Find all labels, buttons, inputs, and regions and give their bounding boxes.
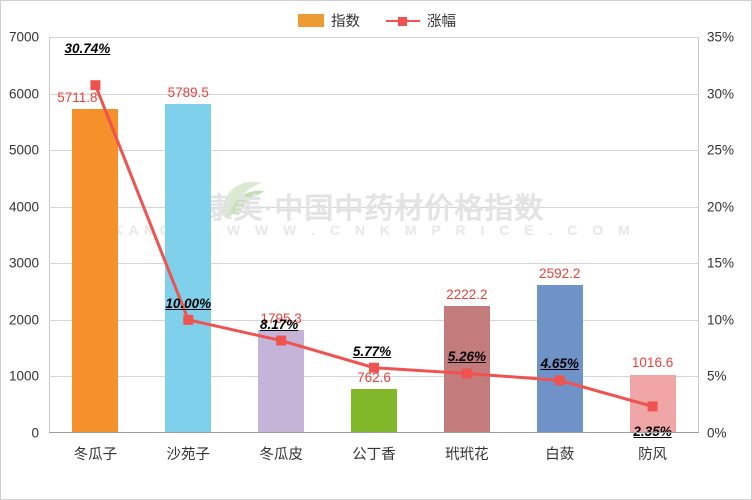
bar-value-label: 2222.2 xyxy=(446,287,488,303)
bar[interactable] xyxy=(258,330,305,432)
chart-legend: 指数 涨幅 xyxy=(1,9,752,31)
growth-percent-label: 2.35% xyxy=(633,424,672,440)
gridline xyxy=(49,376,699,378)
bar[interactable] xyxy=(165,104,212,432)
line-marker[interactable] xyxy=(90,80,101,91)
legend-item-bar[interactable]: 指数 xyxy=(298,10,360,31)
x-axis-label: 白蔹 xyxy=(545,447,575,463)
legend-label-line: 涨幅 xyxy=(427,13,456,30)
legend-item-line[interactable]: 涨幅 xyxy=(386,10,456,31)
line-marker[interactable] xyxy=(183,314,194,325)
growth-percent-label: 5.77% xyxy=(352,343,392,359)
right-axis-tick-label: 35% xyxy=(707,29,735,45)
gridline xyxy=(49,263,699,265)
legend-line-swatch-icon xyxy=(386,14,420,27)
x-axis-label: 玳玳花 xyxy=(445,447,489,463)
line-marker[interactable] xyxy=(554,375,565,386)
gridline xyxy=(49,93,699,95)
growth-percent-label: 30.74% xyxy=(64,41,111,57)
left-axis-tick-label: 7000 xyxy=(8,29,39,45)
bars-layer xyxy=(49,37,699,433)
line-marker[interactable] xyxy=(369,362,379,373)
left-axis-ticks: 0 1000 2000 3000 4000 5000 6000 7000 xyxy=(1,30,45,441)
bar-value-label: 1016.6 xyxy=(631,355,674,371)
left-axis-tick-label: 0 xyxy=(31,425,39,441)
right-axis-ticks: 0% 5% 10% 15% 20% 25% 30% 35% xyxy=(701,30,751,441)
x-axis-label: 冬瓜子 xyxy=(73,447,118,463)
left-axis-tick-label: 3000 xyxy=(8,255,39,271)
line-marker[interactable] xyxy=(647,401,658,412)
x-axis-line xyxy=(49,432,699,433)
x-axis-labels: 冬瓜子 沙苑子 冬瓜皮 公丁香 玳玳花 白蔹 防风 xyxy=(49,441,699,465)
right-axis-tick-label: 30% xyxy=(707,86,735,102)
left-axis-tick-label: 2000 xyxy=(8,312,39,328)
right-axis-tick-label: 25% xyxy=(707,142,735,158)
bar-value-label: 1795.3 xyxy=(260,311,302,327)
bar-value-label: 2592.2 xyxy=(539,266,581,282)
growth-percent-label: 4.65% xyxy=(540,356,579,372)
right-axis-tick-label: 20% xyxy=(707,199,735,215)
growth-percent-label: 10.00% xyxy=(165,295,212,311)
growth-percent-label: 8.17% xyxy=(260,316,299,332)
legend-bar-swatch-icon xyxy=(298,13,324,27)
growth-percent-label: 5.26% xyxy=(447,349,486,365)
left-axis-tick-label: 5000 xyxy=(8,142,39,158)
data-labels-layer: 5711.8 5789.5 1795.3 762.6 2222.2 2592.2 1016.… xyxy=(49,37,699,439)
legend-label-bar: 指数 xyxy=(331,13,360,30)
line-marker[interactable] xyxy=(276,335,287,346)
bar-value-label: 5789.5 xyxy=(167,85,209,101)
left-axis-tick-label: 6000 xyxy=(8,86,39,102)
bar[interactable] xyxy=(72,108,119,432)
right-axis-tick-label: 10% xyxy=(707,312,735,328)
x-axis-label: 沙苑子 xyxy=(166,447,211,463)
bar-value-label: 762.6 xyxy=(357,369,391,385)
right-axis-tick-label: 0% xyxy=(707,425,727,441)
bar[interactable] xyxy=(536,285,583,432)
x-axis-label: 公丁香 xyxy=(352,447,396,463)
left-axis-tick-label: 4000 xyxy=(8,199,39,215)
plot-area: 康美·中国中药材价格指数 KANGMEI W W W . C N K M P R… xyxy=(49,37,699,439)
bar[interactable] xyxy=(351,388,397,432)
gridline xyxy=(49,37,699,38)
gridline xyxy=(49,319,699,321)
gridline xyxy=(49,150,699,152)
growth-line-layer xyxy=(90,80,658,412)
x-axis-label: 冬瓜皮 xyxy=(259,447,303,463)
line-marker[interactable] xyxy=(461,368,472,379)
plot-frame xyxy=(49,37,699,433)
bar-value-label: 5711.8 xyxy=(57,89,98,105)
gridline xyxy=(49,206,699,208)
x-axis-label: 防风 xyxy=(638,447,668,463)
right-axis-tick-label: 15% xyxy=(707,255,735,271)
left-axis-tick-label: 1000 xyxy=(8,368,39,384)
right-axis-tick-label: 5% xyxy=(707,368,727,384)
